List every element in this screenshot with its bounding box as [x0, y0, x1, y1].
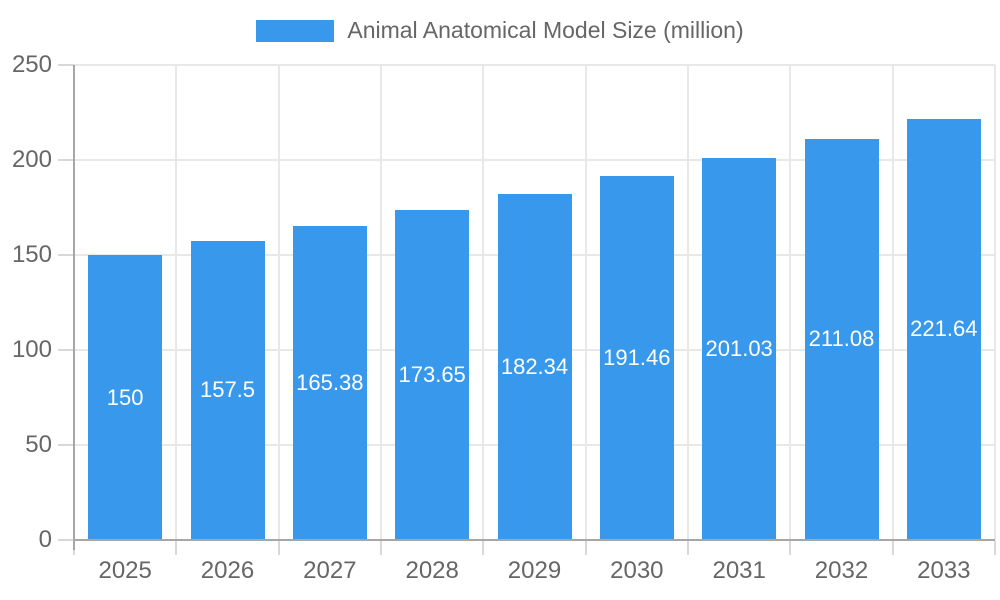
- x-axis-tick-label: 2031: [712, 557, 766, 584]
- y-gridline: [74, 64, 995, 66]
- x-gridline: [380, 65, 382, 540]
- x-tick-mark: [175, 541, 178, 555]
- bar[interactable]: [906, 118, 981, 540]
- x-tick-mark: [482, 541, 485, 555]
- bar-value-label: 182.34: [500, 353, 569, 379]
- x-gridline: [687, 65, 689, 540]
- bar-value-label: 211.08: [808, 326, 875, 352]
- bar-value-label: 221.64: [910, 316, 978, 342]
- bar-value-label: 173.65: [398, 362, 466, 388]
- y-tick-mark: [58, 349, 74, 351]
- bar-value-label: 165.38: [296, 369, 364, 395]
- x-gridline: [891, 65, 894, 540]
- y-tick-mark: [58, 254, 74, 256]
- x-tick-mark: [789, 541, 792, 555]
- x-axis-tick-label: 2033: [917, 557, 971, 584]
- legend-label: Animal Anatomical Model Size (million): [347, 17, 744, 43]
- x-gridline: [584, 65, 587, 540]
- x-tick-mark: [687, 541, 689, 555]
- y-tick-mark: [58, 539, 74, 541]
- x-gridline: [175, 65, 178, 540]
- x-axis-tick-label: 2030: [610, 557, 664, 584]
- x-tick-mark: [891, 541, 894, 555]
- bar-value-label: 201.03: [705, 336, 773, 362]
- x-tick-mark: [994, 541, 996, 555]
- x-axis-tick-label: 2025: [98, 557, 152, 584]
- bar[interactable]: [292, 225, 367, 540]
- bar[interactable]: [702, 158, 777, 540]
- x-gridline: [994, 65, 996, 540]
- x-gridline: [482, 65, 485, 540]
- y-axis-tick-label: 100: [11, 336, 52, 363]
- x-gridline: [789, 65, 792, 540]
- x-axis-tick-label: 2028: [405, 557, 459, 584]
- bar-value-label: 157.5: [199, 377, 256, 403]
- legend-item[interactable]: Animal Anatomical Model Size (million): [0, 17, 1000, 44]
- y-tick-mark: [58, 159, 74, 161]
- y-axis-tick-label: 200: [11, 146, 52, 173]
- y-tick-mark: [58, 444, 74, 446]
- x-tick-mark: [277, 541, 280, 555]
- x-tick-mark: [584, 541, 587, 555]
- y-tick-mark: [58, 64, 74, 66]
- y-axis-tick-label: 250: [11, 51, 52, 78]
- bar-value-label: 191.46: [603, 345, 671, 371]
- x-axis-line: [73, 539, 995, 541]
- bar[interactable]: [190, 240, 265, 540]
- bar[interactable]: [599, 176, 674, 540]
- x-axis-tick-label: 2029: [507, 557, 562, 584]
- y-axis-tick-label: 150: [11, 241, 52, 268]
- bar[interactable]: [395, 210, 470, 540]
- bar[interactable]: [497, 193, 572, 540]
- y-axis-tick-label: 50: [25, 431, 52, 458]
- bar-value-label: 150: [106, 384, 144, 410]
- x-axis-tick-label: 2026: [200, 557, 255, 584]
- y-axis-tick-label: 0: [38, 526, 52, 553]
- y-gridline: [74, 159, 995, 161]
- x-gridline: [277, 65, 280, 540]
- x-axis-tick-label: 2032: [814, 557, 869, 584]
- x-tick-mark: [380, 541, 382, 555]
- x-axis-tick-label: 2027: [303, 557, 357, 584]
- bar[interactable]: [804, 138, 879, 540]
- y-axis-line: [73, 65, 75, 550]
- legend-color-swatch-icon: [256, 19, 335, 42]
- bar[interactable]: [88, 255, 163, 540]
